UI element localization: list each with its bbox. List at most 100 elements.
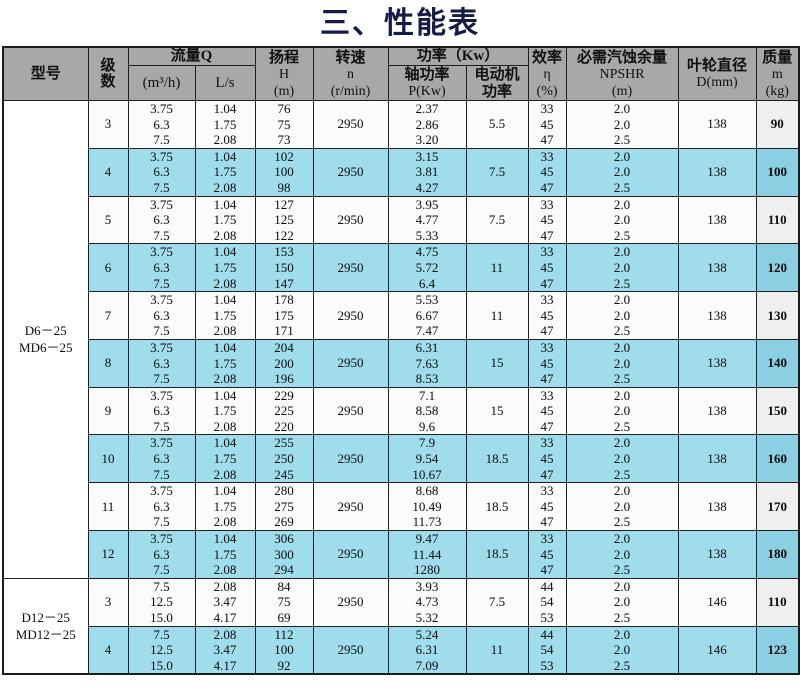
cell-flow-m3h: 3.75 6.3 7.5 [127, 482, 196, 532]
cell-speed: 2950 [312, 577, 389, 627]
cell-speed: 2950 [312, 386, 389, 436]
cell-model: D12－25 MD12－25 [2, 577, 89, 675]
table-row: 9 3.75 6.3 7.5 1.04 1.75 2.08 229 225 220 29… [3, 386, 800, 436]
cell-impeller-diameter: 146 [677, 625, 757, 675]
header-impeller-diameter: 叶轮直径 D(mm) [677, 46, 757, 101]
cell-shaft-power: 2.37 2.86 3.20 [387, 100, 467, 149]
cell-head: 204 200 196 [254, 338, 314, 388]
cell-stages: 12 [87, 530, 129, 579]
cell-stages: 10 [87, 434, 129, 484]
cell-impeller-diameter: 138 [677, 195, 757, 245]
table-header: 型号 级 数 流量Q 扬程 H (m) 转速 n (r/min) 功率（Kw） … [2, 46, 800, 101]
cell-flow-ls: 1.04 1.75 2.08 [194, 291, 256, 340]
performance-table-container: 型号 级 数 流量Q 扬程 H (m) 转速 n (r/min) 功率（Kw） … [0, 46, 800, 687]
cell-impeller-diameter: 138 [677, 147, 757, 197]
cell-efficiency: 33 45 47 [527, 530, 567, 579]
cell-mass: 160 [755, 434, 800, 484]
header-row-bottom: (m³/h) L/s 轴功率 P(Kw) 电动机 功率 [3, 65, 799, 101]
cell-motor-power: 7.5 [465, 147, 529, 197]
table-row: 5 3.75 6.3 7.5 1.04 1.75 2.08 127 125 122 29… [3, 195, 800, 245]
cell-impeller-diameter: 138 [677, 338, 757, 388]
cell-speed: 2950 [312, 530, 389, 579]
header-shaft-power-cn: 轴功率 [404, 65, 450, 83]
cell-head: 76 75 73 [254, 100, 314, 149]
table-row: 12 3.75 6.3 7.5 1.04 1.75 2.08 306 300 294 2… [3, 530, 800, 579]
header-motor-power: 电动机 功率 [465, 65, 529, 101]
cell-flow-m3h: 3.75 6.3 7.5 [127, 147, 196, 197]
cell-flow-m3h: 3.75 6.3 7.5 [127, 291, 196, 340]
cell-efficiency: 33 45 47 [527, 434, 567, 484]
cell-flow-m3h: 3.75 6.3 7.5 [127, 100, 196, 149]
cell-speed: 2950 [312, 243, 389, 293]
cell-motor-power: 18.5 [465, 530, 529, 579]
header-speed-cn: 转速 [335, 47, 366, 66]
cell-shaft-power: 7.9 9.54 10.67 [387, 434, 467, 484]
header-impeller-unit: D(mm) [696, 75, 738, 90]
header-efficiency-symbol: η [543, 66, 551, 82]
cell-npshr: 2.0 2.0 2.5 [565, 100, 679, 149]
cell-mass: 90 [755, 100, 800, 149]
cell-speed: 2950 [312, 195, 389, 245]
header-motor-power-cn: 电动机 [474, 65, 520, 83]
header-shaft-power-unit: P(Kw) [408, 84, 446, 99]
cell-head: 112 100 92 [254, 625, 314, 675]
cell-motor-power: 7.5 [465, 577, 529, 627]
header-npshr-cn: 必需汽蚀余量 [577, 47, 668, 66]
cell-efficiency: 44 54 53 [527, 625, 567, 675]
cell-efficiency: 33 45 47 [527, 195, 567, 245]
header-efficiency: 效率 η (%) [527, 46, 567, 101]
table-row: 8 3.75 6.3 7.5 1.04 1.75 2.08 204 200 196 29… [3, 338, 800, 388]
table-row: 4 7.5 12.5 15.0 2.08 3.47 4.17 112 100 92 29… [3, 625, 800, 675]
header-head-cn: 扬程 [269, 47, 300, 66]
cell-shaft-power: 3.95 4.77 5.33 [387, 195, 467, 245]
header-row-top: 型号 级 数 流量Q 扬程 H (m) 转速 n (r/min) 功率（Kw） … [2, 46, 800, 101]
cell-mass: 170 [755, 482, 800, 532]
header-efficiency-cn: 效率 [532, 47, 563, 66]
cell-npshr: 2.0 2.0 2.5 [565, 195, 679, 245]
cell-speed: 2950 [312, 482, 389, 532]
cell-speed: 2950 [312, 147, 389, 197]
cell-impeller-diameter: 138 [677, 100, 757, 149]
cell-mass: 100 [755, 147, 800, 197]
header-flow-ls: L/s [194, 65, 256, 101]
cell-head: 255 250 245 [254, 434, 314, 484]
cell-head: 229 225 220 [254, 386, 314, 436]
table-row: 4 3.75 6.3 7.5 1.04 1.75 2.08 102 100 98 295… [3, 147, 800, 197]
cell-motor-power: 5.5 [465, 100, 529, 149]
cell-efficiency: 33 45 47 [527, 243, 567, 293]
cell-flow-ls: 1.04 1.75 2.08 [194, 243, 256, 293]
cell-flow-m3h: 7.5 12.5 15.0 [127, 577, 196, 627]
cell-stages: 3 [87, 100, 129, 149]
header-head-symbol: H [278, 66, 290, 82]
cell-motor-power: 15 [465, 338, 529, 388]
cell-motor-power: 11 [465, 243, 529, 293]
cell-flow-ls: 1.04 1.75 2.08 [194, 530, 256, 579]
cell-impeller-diameter: 138 [677, 482, 757, 532]
cell-stages: 6 [87, 243, 129, 293]
header-npshr-symbol: NPSHR [599, 66, 645, 82]
cell-flow-m3h: 3.75 6.3 7.5 [127, 386, 196, 436]
cell-shaft-power: 5.53 6.67 7.47 [387, 291, 467, 340]
cell-stages: 8 [87, 338, 129, 388]
cell-stages: 9 [87, 386, 129, 436]
cell-mass: 123 [755, 625, 800, 675]
cell-motor-power: 7.5 [465, 195, 529, 245]
cell-impeller-diameter: 146 [677, 577, 757, 627]
cell-stages: 4 [87, 147, 129, 197]
cell-flow-ls: 2.08 3.47 4.17 [194, 577, 256, 627]
cell-mass: 110 [755, 195, 800, 245]
table-body: D6－25 MD6－25 3 3.75 6.3 7.5 1.04 1.75 2.08 7… [2, 100, 800, 675]
cell-stages: 11 [87, 482, 129, 532]
cell-flow-ls: 1.04 1.75 2.08 [194, 338, 256, 388]
cell-motor-power: 18.5 [465, 482, 529, 532]
cell-efficiency: 33 45 47 [527, 100, 567, 149]
header-speed-unit: (r/min) [330, 83, 371, 99]
header-power-group: 功率（Kw） [387, 46, 529, 66]
cell-npshr: 2.0 2.0 2.5 [565, 147, 679, 197]
cell-shaft-power: 6.31 7.63 8.53 [387, 338, 467, 388]
table-row: 7 3.75 6.3 7.5 1.04 1.75 2.08 178 175 171 29… [3, 291, 800, 340]
header-mass-cn: 质量 [762, 47, 793, 66]
cell-flow-m3h: 3.75 6.3 7.5 [127, 434, 196, 484]
cell-flow-m3h: 7.5 12.5 15.0 [127, 625, 196, 675]
cell-efficiency: 33 45 47 [527, 386, 567, 436]
